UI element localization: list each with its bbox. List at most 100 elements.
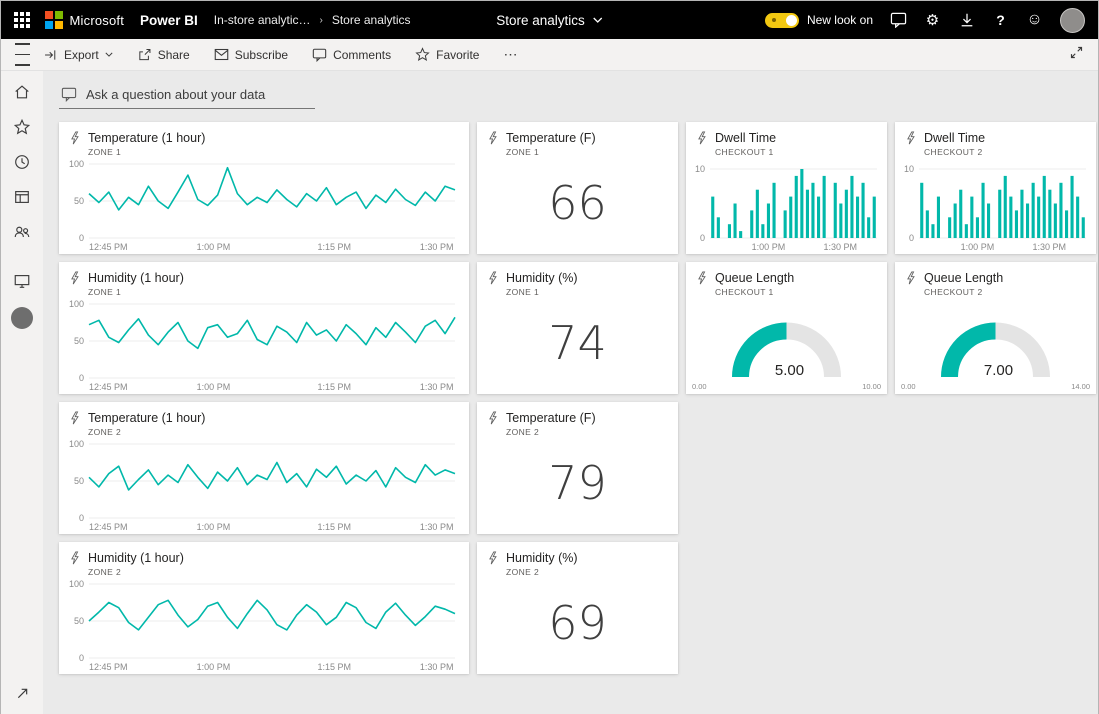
svg-text:0: 0 xyxy=(79,373,84,383)
kpi-value: 79 xyxy=(548,455,607,510)
more-options-button[interactable]: ⋯ xyxy=(503,46,519,62)
svg-text:5.00: 5.00 xyxy=(775,362,804,379)
tile-humidity-card-zone-2[interactable]: Humidity (%) ZONE 2 69 xyxy=(477,542,678,674)
chevron-down-icon xyxy=(105,52,113,57)
tile-title: Temperature (1 hour) xyxy=(88,411,206,425)
report-switcher[interactable]: Store analytics xyxy=(496,13,603,28)
user-avatar[interactable] xyxy=(1060,7,1085,33)
svg-text:1:30 PM: 1:30 PM xyxy=(420,522,454,532)
lightning-icon xyxy=(69,551,80,570)
tile-title: Temperature (F) xyxy=(506,411,596,425)
lightning-icon xyxy=(696,271,707,290)
svg-text:1:00 PM: 1:00 PM xyxy=(197,522,231,532)
hamburger-menu-icon[interactable] xyxy=(1,39,43,71)
tile-title: Temperature (F) xyxy=(506,131,596,145)
svg-text:7.00: 7.00 xyxy=(984,362,1013,379)
tile-subtitle: ZONE 1 xyxy=(506,147,540,158)
tile-title: Dwell Time xyxy=(924,131,986,145)
qa-bubble-icon xyxy=(61,87,77,102)
tile-subtitle: CHECKOUT 1 xyxy=(715,147,774,158)
tile-subtitle: ZONE 1 xyxy=(88,287,122,298)
tile-queue-length-checkout-1[interactable]: Queue Length CHECKOUT 1 5.00 0.00 10.00 xyxy=(686,262,887,394)
breadcrumb-current[interactable]: Store analytics xyxy=(331,13,411,27)
feedback-icon[interactable] xyxy=(890,12,907,29)
app-launcher-icon[interactable] xyxy=(1,1,43,39)
fullscreen-icon[interactable] xyxy=(1069,45,1084,65)
line-chart: 0 50 100 12:45 PM 1:00 PM 1:15 PM 1:30 PM xyxy=(59,437,469,534)
svg-text:0: 0 xyxy=(79,513,84,523)
svg-text:14.00: 14.00 xyxy=(1071,382,1090,391)
tile-subtitle: ZONE 2 xyxy=(88,567,122,578)
tile-subtitle: ZONE 2 xyxy=(506,567,540,578)
tile-title: Dwell Time xyxy=(715,131,777,145)
svg-text:12:45 PM: 12:45 PM xyxy=(89,522,128,532)
gauge-chart: 5.00 0.00 10.00 xyxy=(686,297,887,394)
svg-text:1:00 PM: 1:00 PM xyxy=(752,242,786,252)
lightning-icon xyxy=(69,271,80,290)
workspace-avatar[interactable] xyxy=(11,307,33,329)
sidebar-item-favorites[interactable] xyxy=(13,118,31,136)
tile-temperature-card-zone-1[interactable]: Temperature (F) ZONE 1 66 xyxy=(477,122,678,254)
tile-temperature-1hour-zone-1[interactable]: Temperature (1 hour) ZONE 1 0 50 100 12:45 … xyxy=(59,122,469,254)
sidebar-item-recent[interactable] xyxy=(13,153,31,171)
lightning-icon xyxy=(905,131,916,150)
tile-title: Humidity (%) xyxy=(506,271,578,285)
svg-text:1:15 PM: 1:15 PM xyxy=(317,662,351,672)
tile-dwell-time-checkout-2[interactable]: Dwell Time CHECKOUT 2 0 10 1:00 PM 1:30 PM xyxy=(895,122,1096,254)
svg-text:0.00: 0.00 xyxy=(692,382,707,391)
tile-subtitle: CHECKOUT 2 xyxy=(924,287,983,298)
svg-text:1:00 PM: 1:00 PM xyxy=(197,382,231,392)
tile-subtitle: ZONE 2 xyxy=(506,427,540,438)
svg-text:100: 100 xyxy=(69,159,84,169)
breadcrumb-parent[interactable]: In-store analytic… xyxy=(213,13,311,27)
sidebar-item-workspaces[interactable] xyxy=(13,272,31,290)
tile-dwell-time-checkout-1[interactable]: Dwell Time CHECKOUT 1 0 10 1:00 PM 1:30 PM xyxy=(686,122,887,254)
line-chart: 0 50 100 12:45 PM 1:00 PM 1:15 PM 1:30 PM xyxy=(59,157,469,254)
svg-text:1:00 PM: 1:00 PM xyxy=(961,242,995,252)
microsoft-wordmark: Microsoft xyxy=(69,12,125,28)
svg-text:10: 10 xyxy=(904,164,914,174)
tile-subtitle: CHECKOUT 1 xyxy=(715,287,774,298)
new-look-toggle[interactable]: New look on xyxy=(764,12,873,28)
export-button[interactable]: Export xyxy=(43,48,113,62)
svg-text:0.00: 0.00 xyxy=(901,382,916,391)
tile-temperature-1hour-zone-2[interactable]: Temperature (1 hour) ZONE 2 0 50 100 12:45 … xyxy=(59,402,469,534)
subscribe-button[interactable]: Subscribe xyxy=(214,48,288,62)
svg-text:0: 0 xyxy=(909,233,914,243)
share-button[interactable]: Share xyxy=(137,48,190,62)
tile-subtitle: CHECKOUT 2 xyxy=(924,147,983,158)
share-icon xyxy=(139,48,151,60)
svg-text:12:45 PM: 12:45 PM xyxy=(89,382,128,392)
tile-temperature-card-zone-2[interactable]: Temperature (F) ZONE 2 79 xyxy=(477,402,678,534)
tile-humidity-1hour-zone-1[interactable]: Humidity (1 hour) ZONE 1 0 50 100 12:45 PM 1… xyxy=(59,262,469,394)
qa-search-input[interactable]: Ask a question about your data xyxy=(59,84,315,109)
collapse-expand-icon[interactable] xyxy=(15,686,30,706)
envelope-icon xyxy=(214,48,229,61)
help-icon[interactable]: ? xyxy=(996,12,1005,28)
qa-placeholder: Ask a question about your data xyxy=(86,87,266,102)
sidebar-item-home[interactable] xyxy=(13,83,31,101)
favorite-button[interactable]: Favorite xyxy=(415,47,479,62)
tile-queue-length-checkout-2[interactable]: Queue Length CHECKOUT 2 7.00 0.00 14.00 xyxy=(895,262,1096,394)
gauge-chart: 7.00 0.00 14.00 xyxy=(895,297,1096,394)
svg-text:1:00 PM: 1:00 PM xyxy=(197,242,231,252)
tile-humidity-1hour-zone-2[interactable]: Humidity (1 hour) ZONE 2 0 50 100 12:45 PM 1… xyxy=(59,542,469,674)
line-chart: 0 50 100 12:45 PM 1:00 PM 1:15 PM 1:30 PM xyxy=(59,297,469,394)
svg-text:1:15 PM: 1:15 PM xyxy=(317,522,351,532)
smiley-feedback-icon[interactable]: ☺ xyxy=(1026,11,1043,28)
svg-text:1:30 PM: 1:30 PM xyxy=(420,662,454,672)
svg-text:50: 50 xyxy=(74,476,84,486)
powerbi-wordmark[interactable]: Power BI xyxy=(140,12,198,28)
svg-text:12:45 PM: 12:45 PM xyxy=(89,242,128,252)
report-switcher-label: Store analytics xyxy=(496,12,585,28)
download-icon[interactable] xyxy=(958,12,975,29)
sidebar-item-apps[interactable] xyxy=(13,188,31,206)
svg-text:50: 50 xyxy=(74,196,84,206)
svg-text:1:00 PM: 1:00 PM xyxy=(197,662,231,672)
svg-text:100: 100 xyxy=(69,299,84,309)
lightning-icon xyxy=(487,411,498,430)
sidebar-item-shared[interactable] xyxy=(13,223,31,241)
comments-button[interactable]: Comments xyxy=(312,48,391,62)
settings-gear-icon[interactable]: ⚙ xyxy=(925,11,940,29)
tile-humidity-card-zone-1[interactable]: Humidity (%) ZONE 1 74 xyxy=(477,262,678,394)
